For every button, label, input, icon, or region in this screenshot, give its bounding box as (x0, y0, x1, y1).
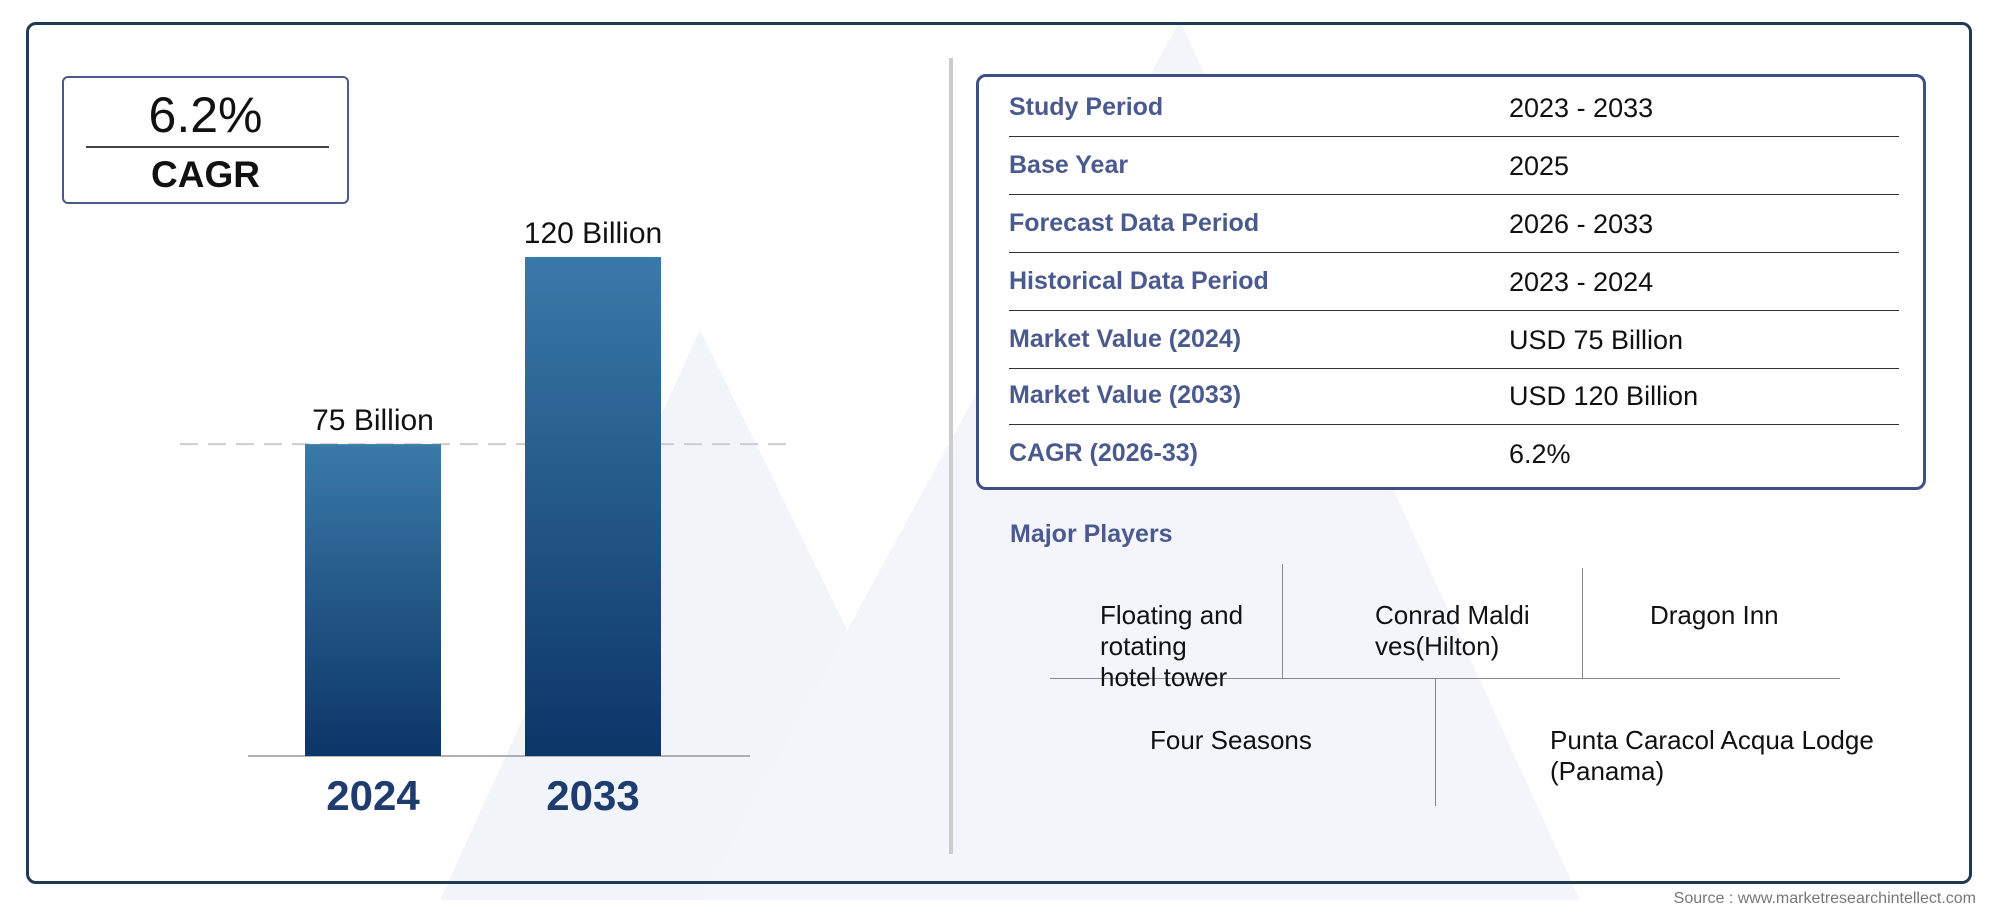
player-four-seasons: Four Seasons (1150, 725, 1312, 755)
info-row-cagr: CAGR (2026-33) 6.2% (1009, 425, 1899, 483)
info-value: 2023 - 2024 (1509, 267, 1654, 297)
info-row-study-period: Study Period 2023 - 2033 (1009, 79, 1899, 137)
info-row-forecast-period: Forecast Data Period 2026 - 2033 (1009, 195, 1899, 253)
info-value: 2025 (1509, 151, 1570, 181)
info-label: CAGR (2026-33) (1009, 439, 1198, 467)
info-value: USD 75 Billion (1509, 325, 1684, 355)
info-value: 2026 - 2033 (1509, 209, 1654, 239)
bar-value-label: 120 Billion (524, 217, 662, 250)
row-divider (1009, 368, 1899, 369)
player-dragon-inn: Dragon Inn (1650, 600, 1779, 630)
x-tick-label: 2024 (326, 772, 420, 819)
info-row-market-value-2024: Market Value (2024) USD 75 Billion (1009, 311, 1899, 369)
cagr-value: 6.2% (148, 87, 263, 143)
bar-2024 (305, 444, 441, 756)
player-floating-rotating-hotel-tower: Floating and rotating hotel tower (1100, 600, 1244, 692)
row-divider (1009, 252, 1899, 253)
bar-2033 (525, 257, 661, 756)
cagr-divider (86, 146, 329, 148)
info-label: Market Value (2024) (1009, 325, 1242, 353)
info-label: Base Year (1009, 151, 1129, 179)
market-info-table: Study Period 2023 - 2033 Base Year 2025 … (976, 74, 1926, 490)
row-divider (1009, 310, 1899, 311)
market-value-bar-chart: 75 Billion 2024 120 Billion 2033 (180, 217, 790, 819)
players-connector-line (1282, 564, 1283, 678)
player-conrad-maldives: Conrad Maldives(Hilton) (1375, 600, 1530, 661)
row-divider (1009, 136, 1899, 137)
info-label: Study Period (1009, 93, 1164, 121)
major-players-title: Major Players (1010, 520, 1173, 548)
players-connector-line (1435, 678, 1436, 806)
player-punta-caracol-acqua-lodge: Punta Caracol Acqua Lodge (Panama) (1550, 725, 1874, 786)
info-value: 6.2% (1509, 439, 1571, 469)
cagr-label: CAGR (151, 154, 260, 195)
cagr-badge: 6.2% CAGR (62, 76, 349, 204)
players-connector-line (1582, 568, 1583, 678)
players-horizontal-line (1050, 678, 1840, 679)
x-tick-label: 2033 (546, 772, 639, 819)
content-frame (26, 22, 1972, 884)
bar-value-label: 75 Billion (312, 404, 434, 437)
source-note: Source : www.marketresearchintellect.com (1673, 890, 1976, 907)
info-row-market-value-2033: Market Value (2033) USD 120 Billion (1009, 367, 1899, 425)
row-divider (1009, 194, 1899, 195)
info-label: Historical Data Period (1009, 267, 1269, 295)
info-label: Forecast Data Period (1009, 209, 1260, 237)
panel-divider (949, 58, 953, 854)
info-value: USD 120 Billion (1509, 381, 1699, 411)
info-row-base-year: Base Year 2025 (1009, 137, 1899, 195)
info-label: Market Value (2033) (1009, 381, 1242, 409)
row-divider (1009, 424, 1899, 425)
info-row-historical-period: Historical Data Period 2023 - 2024 (1009, 253, 1899, 311)
info-value: 2023 - 2033 (1509, 93, 1654, 123)
